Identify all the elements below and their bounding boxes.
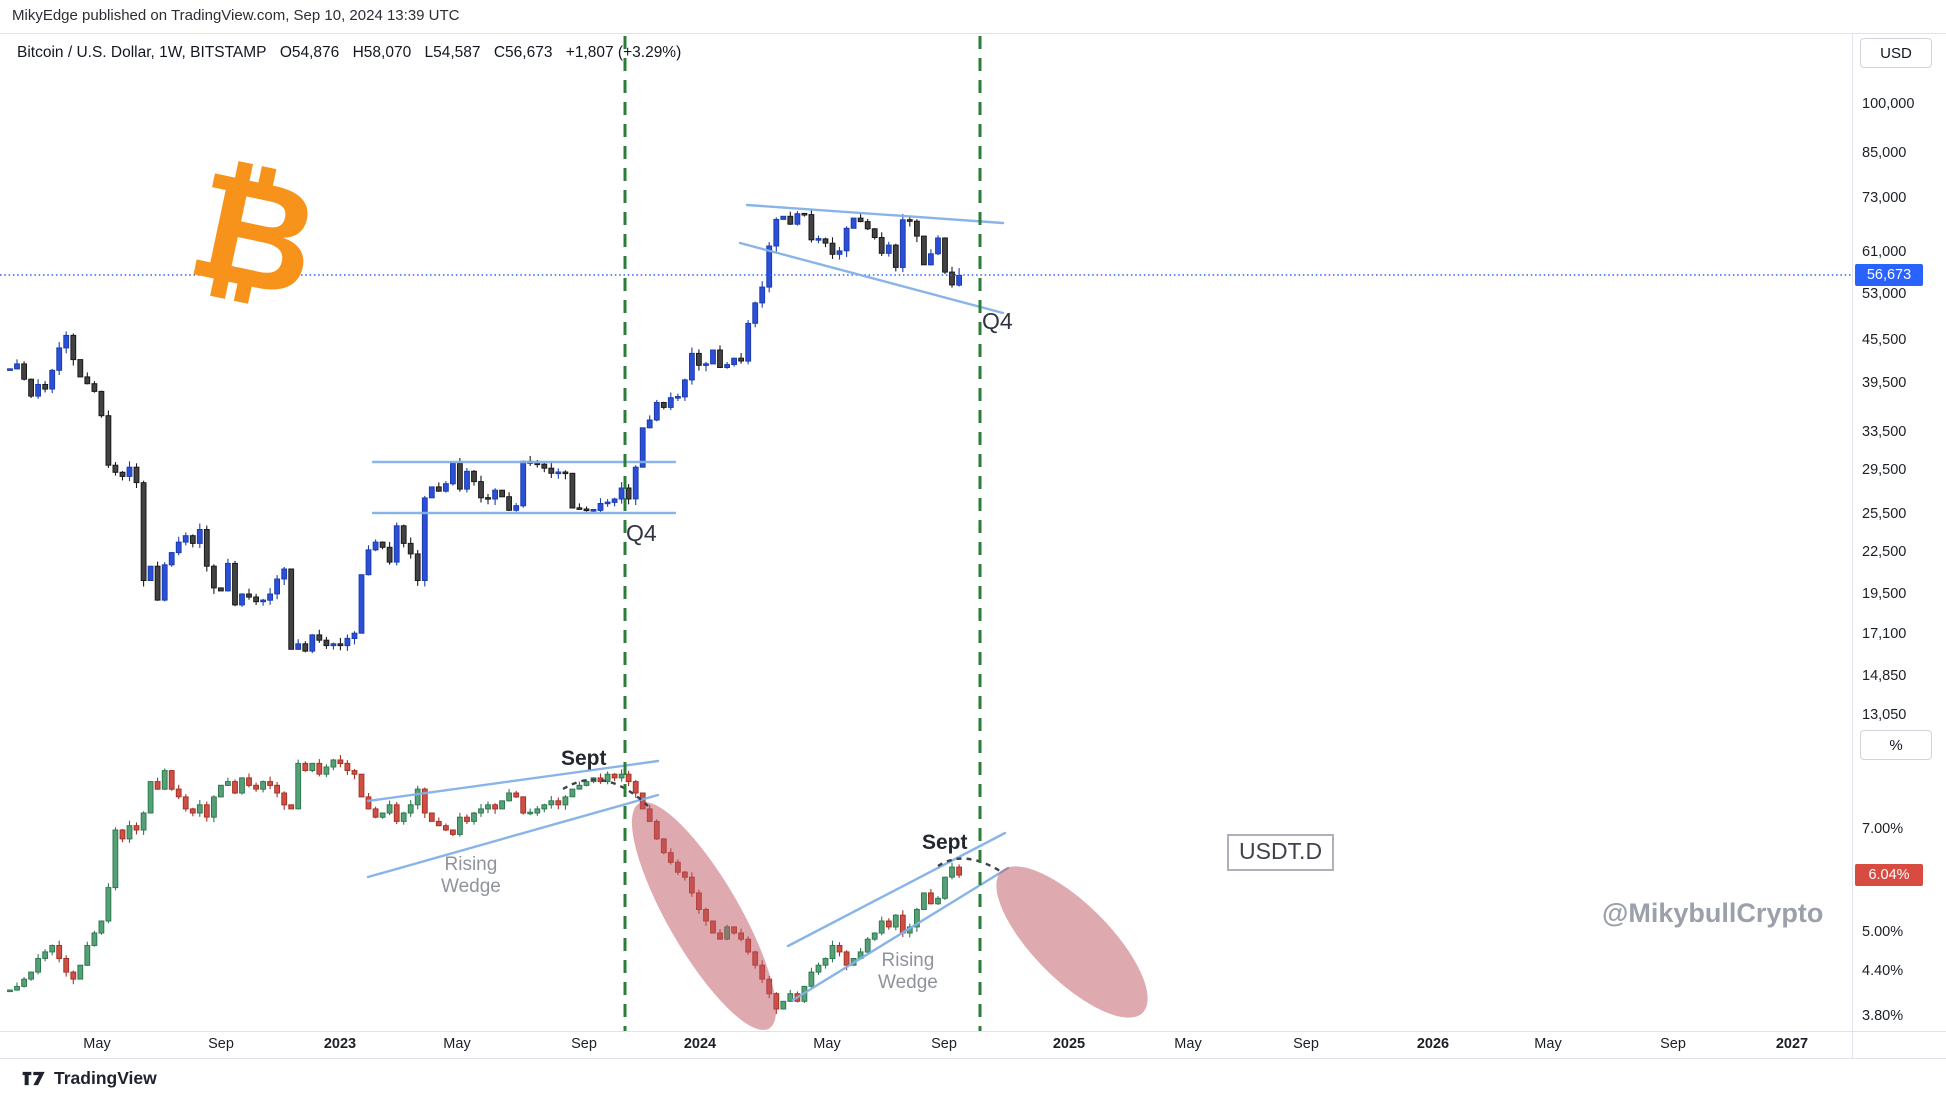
rounding-top-dashed-arc [937, 857, 1001, 873]
percent-tick: 5.00% [1862, 924, 1904, 940]
time-tick: 2023 [323, 1036, 357, 1052]
projection-ellipse [631, 801, 777, 1031]
ohlc-change: +1,807 (+3.29%) [565, 44, 682, 61]
price-tick: 33,500 [1862, 424, 1907, 440]
rising-wedge-label-2[interactable]: Rising Wedge [878, 950, 938, 993]
time-tick: 2027 [1775, 1036, 1809, 1052]
ohlc-low: L54,587 [424, 44, 481, 61]
usdt-last-value-badge: 6.04% [1855, 864, 1923, 886]
price-tick: 19,500 [1862, 586, 1907, 602]
ohlc-open: O54,876 [279, 44, 340, 61]
trendline [786, 831, 1007, 948]
publish-attribution: MikyEdge published on TradingView.com, S… [12, 7, 460, 24]
price-tick: 13,050 [1862, 707, 1907, 723]
percent-unit-button[interactable]: % [1860, 730, 1932, 760]
q4-label-bottom[interactable]: Q4 [626, 520, 657, 546]
price-tick: 53,000 [1862, 286, 1907, 302]
time-axis-separator-bottom [0, 1058, 1946, 1059]
header-separator [0, 33, 1946, 34]
time-tick: Sep [571, 1036, 597, 1052]
last-price-badge: 56,673 [1855, 264, 1923, 286]
projection-ellipse [996, 866, 1148, 1018]
time-tick: May [813, 1036, 841, 1052]
price-axis-separator [1852, 33, 1853, 1058]
price-tick: 17,100 [1862, 626, 1907, 642]
time-tick: Sep [208, 1036, 234, 1052]
time-tick: May [1534, 1036, 1562, 1052]
ohlc-close: C56,673 [493, 44, 553, 61]
ohlc-high: H58,070 [352, 44, 412, 61]
tradingview-footer[interactable]: TradingView [22, 1068, 157, 1089]
rounding-top-dashed-arc [562, 778, 649, 807]
price-tick: 73,000 [1862, 190, 1907, 206]
trendline [791, 866, 1010, 1002]
q4-label-top[interactable]: Q4 [982, 308, 1013, 334]
price-tick: 25,500 [1862, 506, 1907, 522]
price-tick: 45,500 [1862, 332, 1907, 348]
percent-tick: 3.80% [1862, 1008, 1904, 1024]
time-axis-separator-top [0, 1031, 1946, 1032]
trendline [738, 241, 1005, 315]
price-tick: 85,000 [1862, 145, 1907, 161]
percent-tick: 7.00% [1862, 821, 1904, 837]
usdt-dominance-label[interactable]: USDT.D [1227, 834, 1335, 871]
price-tick: 100,000 [1862, 96, 1915, 112]
sept-label-2023[interactable]: Sept [561, 747, 607, 770]
symbol-header: Bitcoin / U.S. Dollar, 1W, BITSTAMP O54,… [17, 44, 690, 62]
tradingview-logo-icon [22, 1071, 45, 1086]
percent-tick: 4.40% [1862, 963, 1904, 979]
price-tick: 22,500 [1862, 544, 1907, 560]
trendline [745, 203, 1005, 225]
btc-usd-weekly-candles [7, 209, 963, 654]
time-tick: 2025 [1052, 1036, 1086, 1052]
price-tick: 61,000 [1862, 244, 1907, 260]
symbol-title[interactable]: Bitcoin / U.S. Dollar, 1W, BITSTAMP [17, 44, 267, 61]
sept-label-2024[interactable]: Sept [922, 831, 968, 854]
time-tick: 2024 [683, 1036, 717, 1052]
time-tick: May [1174, 1036, 1202, 1052]
time-tick: 2026 [1416, 1036, 1450, 1052]
trendline [366, 793, 660, 879]
price-tick: 14,850 [1862, 668, 1907, 684]
currency-unit-button[interactable]: USD [1860, 38, 1932, 68]
price-tick: 39,500 [1862, 375, 1907, 391]
author-watermark: @MikybullCrypto [1602, 898, 1824, 928]
price-tick: 29,500 [1862, 462, 1907, 478]
time-tick: May [83, 1036, 111, 1052]
tradingview-brand-text: TradingView [54, 1068, 157, 1088]
rising-wedge-label-1[interactable]: Rising Wedge [441, 854, 501, 897]
time-tick: May [443, 1036, 471, 1052]
time-tick: Sep [931, 1036, 957, 1052]
time-tick: Sep [1660, 1036, 1686, 1052]
trendline [366, 759, 660, 803]
time-tick: Sep [1293, 1036, 1319, 1052]
